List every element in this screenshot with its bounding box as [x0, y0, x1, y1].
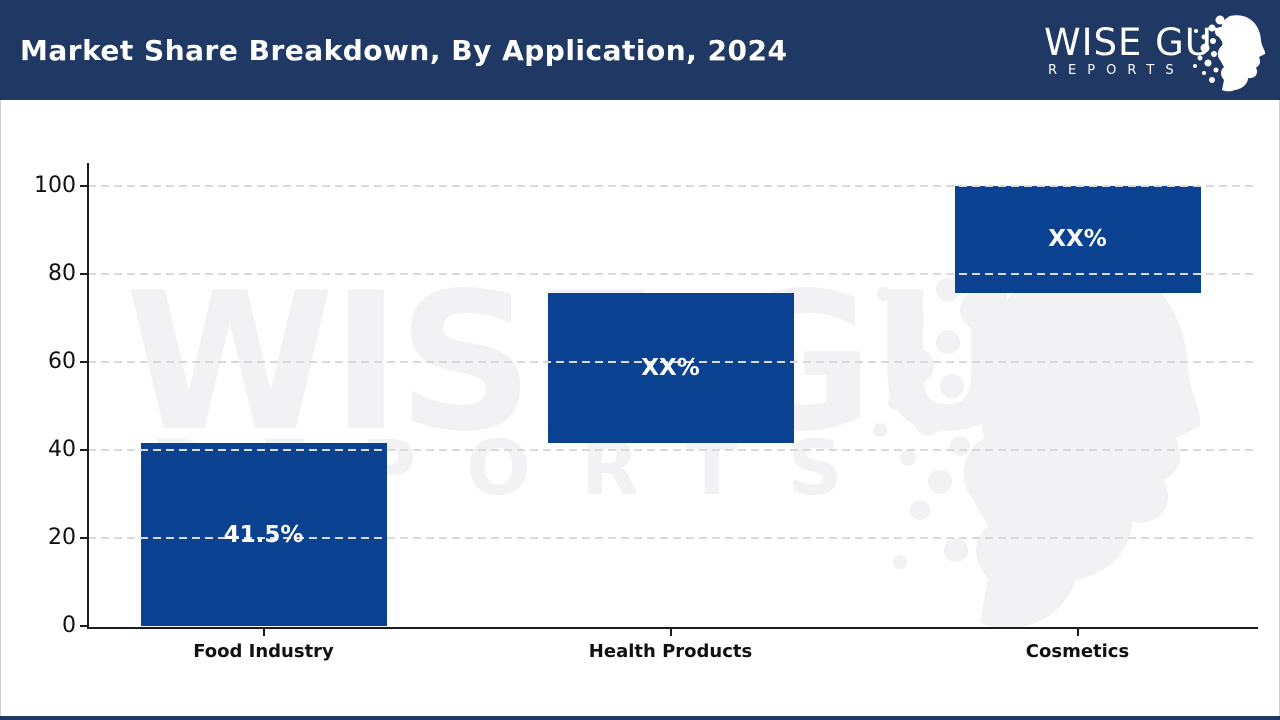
bar-value-label: XX%	[1048, 226, 1107, 253]
x-tick	[1076, 629, 1079, 636]
x-tick-label: Food Industry	[193, 641, 334, 662]
gridline	[88, 361, 1258, 363]
x-tick-label: Health Products	[588, 641, 753, 662]
header-band: Market Share Breakdown, By Application, …	[0, 0, 1280, 100]
y-tick	[80, 273, 88, 275]
bar	[954, 186, 1201, 293]
y-tick	[80, 185, 88, 187]
y-tick-label: 0	[62, 613, 76, 638]
bar	[140, 443, 387, 626]
logo-wordmark: WISE GUY	[1044, 21, 1237, 64]
logo-text: WISE GUY REPORTS	[1044, 24, 1236, 78]
gridline	[88, 185, 1258, 187]
bar	[547, 292, 794, 444]
bar-value-label: 41.5%	[223, 521, 304, 548]
gridline	[88, 449, 1258, 451]
bar-value-label: XX%	[641, 355, 700, 382]
y-tick	[80, 625, 88, 627]
x-axis-spine	[87, 627, 1258, 629]
y-tick	[80, 537, 88, 539]
y-tick-label: 40	[48, 437, 76, 462]
y-tick-label: 100	[34, 173, 76, 198]
gridline	[88, 273, 1258, 275]
logo-face-icon	[1193, 15, 1266, 92]
bottom-accent-bar	[0, 716, 1280, 720]
x-tick-label: Cosmetics	[1025, 641, 1130, 662]
y-axis-spine	[87, 163, 89, 628]
wise-guy-logo: WISE GUY REPORTS	[1016, 8, 1266, 92]
y-tick	[80, 361, 88, 363]
x-tick	[262, 629, 265, 636]
x-tick	[669, 629, 672, 636]
y-tick-label: 60	[48, 349, 76, 374]
y-tick-label: 20	[48, 525, 76, 550]
gridline	[88, 537, 1258, 539]
y-tick	[80, 449, 88, 451]
y-tick-label: 80	[48, 261, 76, 286]
logo-subtitle: REPORTS	[1048, 63, 1185, 78]
chart-title: Market Share Breakdown, By Application, …	[20, 33, 788, 67]
